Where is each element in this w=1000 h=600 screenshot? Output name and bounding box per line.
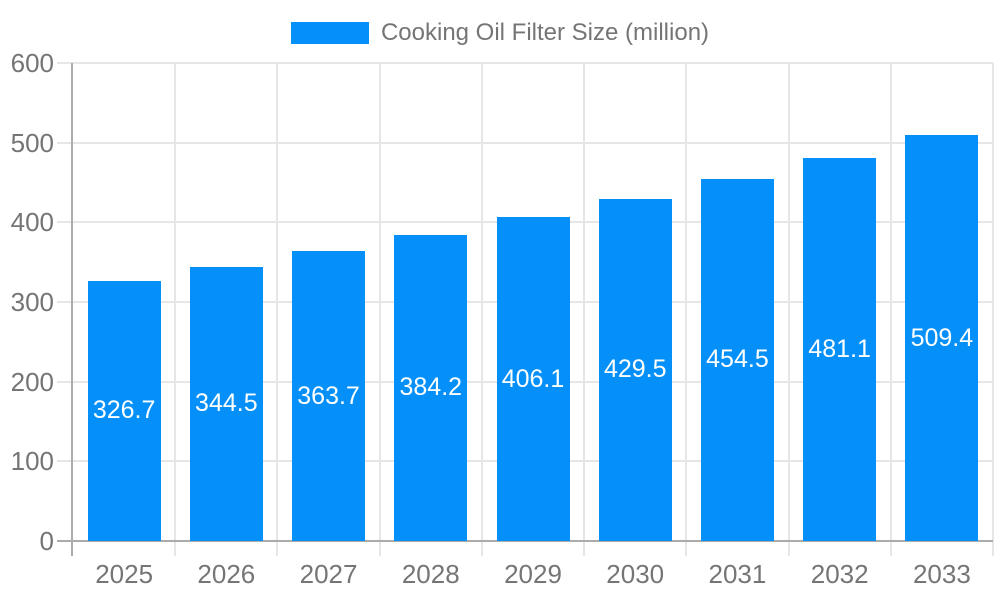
y-axis-line [71, 63, 73, 556]
bar[interactable]: 481.1 [803, 157, 877, 541]
bar[interactable]: 429.5 [598, 198, 672, 541]
x-axis-tick [480, 541, 483, 556]
bar[interactable]: 344.5 [189, 266, 263, 541]
x-gridline [889, 63, 892, 541]
bar[interactable]: 454.5 [700, 178, 774, 541]
bar-value-label: 406.1 [501, 364, 565, 393]
bar-value-label: 326.7 [92, 396, 156, 425]
y-axis-tick [57, 221, 73, 224]
y-gridline [73, 141, 993, 144]
x-gridline [583, 63, 586, 541]
bar[interactable]: 509.4 [905, 135, 979, 541]
x-axis-tick [583, 541, 586, 556]
y-axis-label: 200 [10, 366, 54, 397]
x-axis-tick [787, 541, 790, 556]
x-gridline [992, 63, 994, 541]
bar-value-label: 384.2 [399, 373, 463, 402]
bar-value-label: 481.1 [808, 334, 871, 363]
y-axis-label: 400 [10, 207, 54, 238]
y-axis-label: 500 [10, 127, 54, 158]
x-axis-tick [992, 541, 994, 556]
x-gridline [685, 63, 688, 541]
legend[interactable]: Cooking Oil Filter Size (million) [0, 21, 1000, 45]
bar-value-label: 429.5 [603, 355, 667, 384]
x-gridline [787, 63, 790, 541]
x-axis-label: 2030 [606, 559, 665, 589]
x-gridline [480, 63, 483, 541]
bar-value-label: 363.7 [297, 381, 360, 410]
y-axis-label: 600 [10, 48, 54, 78]
bar[interactable]: 384.2 [394, 234, 468, 541]
x-axis-tick [174, 541, 177, 556]
y-axis-tick [57, 460, 73, 463]
x-axis-label: 2032 [810, 559, 869, 589]
x-gridline [378, 63, 381, 541]
y-axis-label: 100 [10, 446, 54, 477]
legend-label: Cooking Oil Filter Size (million) [380, 19, 710, 46]
bar[interactable]: 326.7 [87, 280, 161, 541]
y-axis-label: 0 [39, 526, 54, 556]
x-axis-label: 2026 [197, 559, 256, 589]
x-gridline [276, 63, 279, 541]
x-axis-label: 2031 [708, 559, 767, 589]
x-axis-label: 2025 [95, 559, 154, 589]
bar-value-label: 509.4 [910, 323, 974, 352]
bar[interactable]: 406.1 [496, 217, 570, 541]
x-axis-label: 2028 [401, 559, 460, 589]
x-gridline [174, 63, 177, 541]
x-axis-label: 2029 [504, 559, 562, 589]
y-axis-tick [57, 62, 73, 64]
y-axis-tick [57, 141, 73, 144]
x-axis-tick [889, 541, 892, 556]
y-axis-tick [57, 301, 73, 303]
x-axis-label: 2033 [912, 559, 971, 589]
x-axis-tick [378, 541, 381, 556]
y-axis-tick [57, 380, 73, 383]
x-axis-label: 2027 [299, 559, 358, 589]
y-gridline [73, 62, 993, 64]
x-axis-tick [276, 541, 279, 556]
x-axis-tick [685, 541, 688, 556]
legend-swatch-icon [290, 22, 369, 44]
bar[interactable]: 363.7 [292, 251, 366, 541]
x-axis-line [57, 540, 993, 542]
y-axis-label: 300 [10, 287, 54, 317]
bar-value-label: 454.5 [706, 345, 769, 374]
bar-value-label: 344.5 [195, 389, 258, 418]
